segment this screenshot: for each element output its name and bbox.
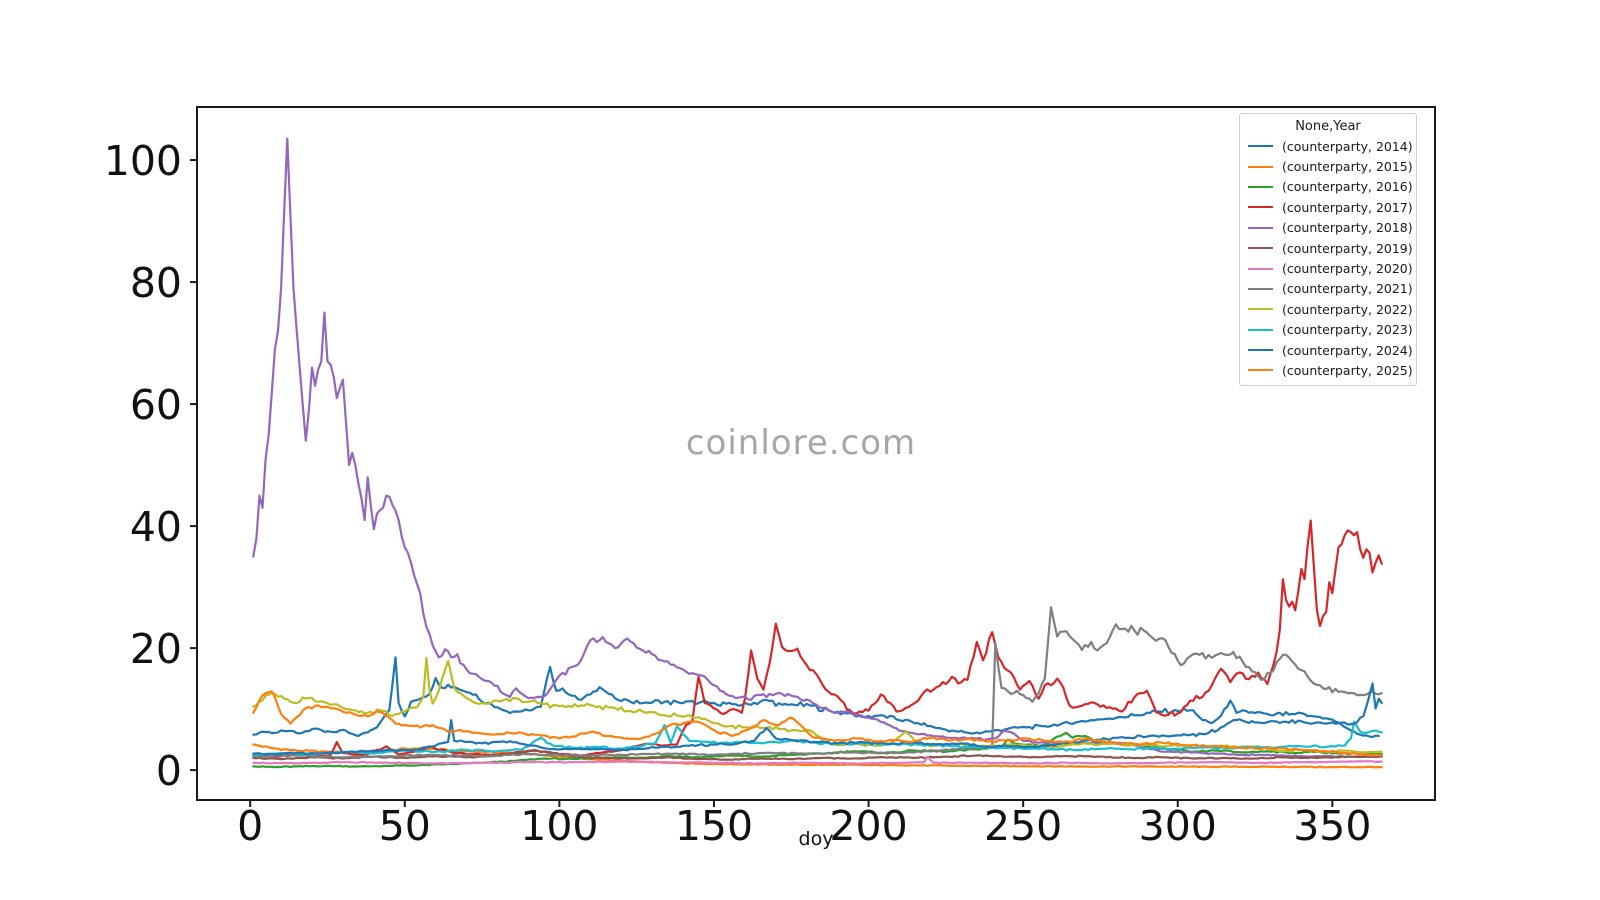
legend-item: (counterparty, 2014) xyxy=(1246,136,1413,156)
watermark: coinlore.com xyxy=(685,423,917,463)
legend-line-swatch xyxy=(1248,369,1273,372)
legend-title: None,Year xyxy=(1295,119,1361,134)
series-line-2020 xyxy=(252,755,1383,765)
series-line-2018 xyxy=(252,137,1383,759)
legend-line-swatch xyxy=(1248,206,1273,209)
legend-line-swatch xyxy=(1248,308,1273,311)
legend-item-label: (counterparty, 2024) xyxy=(1282,342,1413,358)
y-tick-label: 40 xyxy=(130,503,182,551)
legend-item-label: (counterparty, 2025) xyxy=(1282,362,1413,378)
legend-item: (counterparty, 2020) xyxy=(1246,258,1413,278)
y-tick-label: 100 xyxy=(104,137,182,185)
series-line-2024 xyxy=(252,682,1383,756)
legend-item-label: (counterparty, 2019) xyxy=(1282,240,1413,256)
legend-item: (counterparty, 2023) xyxy=(1246,320,1413,340)
legend-line-swatch xyxy=(1248,247,1273,250)
legend-item-label: (counterparty, 2014) xyxy=(1282,138,1413,154)
legend-item-label: (counterparty, 2020) xyxy=(1282,261,1413,277)
series-line-2021 xyxy=(252,606,1383,759)
y-tick-label: 80 xyxy=(130,259,182,307)
legend-line-swatch xyxy=(1248,165,1273,168)
legend-item: (counterparty, 2017) xyxy=(1246,197,1413,217)
x-tick-label: 50 xyxy=(379,802,431,850)
legend-item-label: (counterparty, 2018) xyxy=(1282,220,1413,236)
legend-item: (counterparty, 2016) xyxy=(1246,177,1413,197)
y-tick-label: 20 xyxy=(130,625,182,673)
x-tick-label: 300 xyxy=(1139,802,1217,850)
legend-item: (counterparty, 2015) xyxy=(1246,156,1413,176)
legend-item: (counterparty, 2024) xyxy=(1246,340,1413,360)
legend-line-swatch xyxy=(1248,267,1273,270)
series-line-2025 xyxy=(252,690,1383,757)
series-line-2023 xyxy=(252,720,1383,757)
legend-item-label: (counterparty, 2023) xyxy=(1282,322,1413,338)
x-tick-label: 200 xyxy=(829,802,907,850)
plot-frame xyxy=(196,106,1436,801)
axes: 0 50 100 150 200 250 300 350 0 20 40 60 80 100 xyxy=(104,137,1372,850)
legend-item: (counterparty, 2022) xyxy=(1246,299,1413,319)
legend-line-swatch xyxy=(1248,349,1273,352)
x-axis-label: doy xyxy=(798,828,834,850)
x-tick-label: 350 xyxy=(1293,802,1371,850)
legend-item-label: (counterparty, 2022) xyxy=(1282,301,1413,317)
x-tick-label: 0 xyxy=(237,802,263,850)
series-line-2019 xyxy=(252,748,1383,761)
series-lines xyxy=(252,137,1383,769)
legend-line-swatch xyxy=(1248,226,1273,229)
legend-item-label: (counterparty, 2017) xyxy=(1282,199,1413,215)
x-tick-label: 100 xyxy=(520,802,598,850)
x-tick-label: 250 xyxy=(984,802,1062,850)
legend-line-swatch xyxy=(1248,287,1273,290)
legend: None,Year (counterparty, 2014) (counterpa… xyxy=(1239,113,1417,386)
legend-item: (counterparty, 2025) xyxy=(1246,360,1413,380)
series-line-2017 xyxy=(252,519,1383,758)
legend-items: (counterparty, 2014) (counterparty, 2015)… xyxy=(1246,136,1413,381)
legend-item: (counterparty, 2018) xyxy=(1246,218,1413,238)
legend-item: (counterparty, 2021) xyxy=(1246,279,1413,299)
y-tick-label: 0 xyxy=(156,747,182,795)
legend-line-swatch xyxy=(1248,185,1273,188)
legend-line-swatch xyxy=(1248,328,1273,331)
x-tick-label: 150 xyxy=(675,802,753,850)
legend-item: (counterparty, 2019) xyxy=(1246,238,1413,258)
y-tick-label: 60 xyxy=(130,381,182,429)
legend-item-label: (counterparty, 2016) xyxy=(1282,179,1413,195)
legend-item-label: (counterparty, 2015) xyxy=(1282,159,1413,175)
legend-line-swatch xyxy=(1248,145,1273,148)
legend-item-label: (counterparty, 2021) xyxy=(1282,281,1413,297)
